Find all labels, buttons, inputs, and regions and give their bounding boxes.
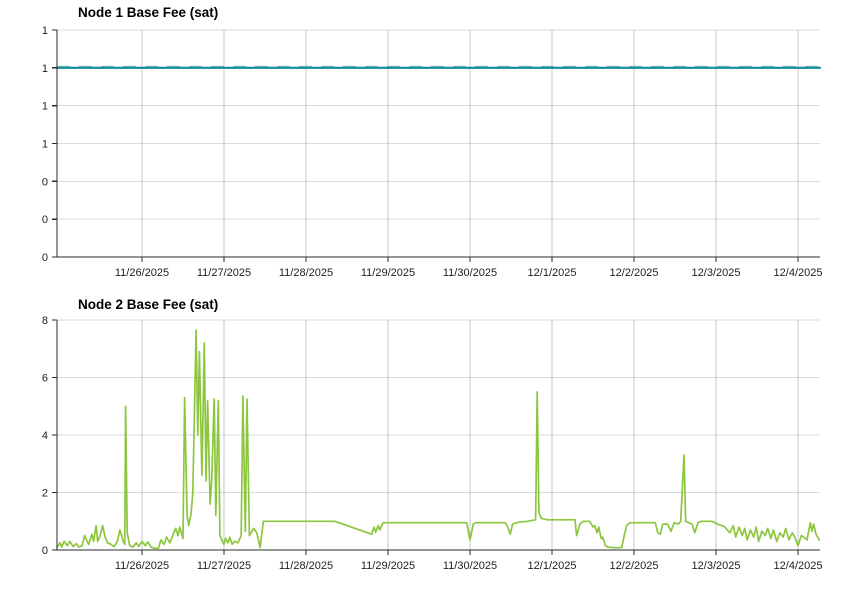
y-tick-label: 0 <box>42 214 48 226</box>
y-tick-label: 1 <box>42 63 48 75</box>
x-tick-label: 11/27/2025 <box>197 560 251 572</box>
node2-base-fee-line <box>56 329 821 550</box>
node1-chart-title: Node 1 Base Fee (sat) <box>78 5 219 20</box>
x-tick-label: 11/26/2025 <box>115 560 169 572</box>
x-tick-label: 12/2/2025 <box>610 267 659 279</box>
y-tick-label: 0 <box>42 176 48 188</box>
y-tick-label: 2 <box>42 488 48 500</box>
node2-chart-title: Node 2 Base Fee (sat) <box>78 297 219 312</box>
x-tick-label: 11/30/2025 <box>443 267 497 279</box>
x-tick-label: 11/28/2025 <box>279 267 333 279</box>
x-tick-label: 11/28/2025 <box>279 560 333 572</box>
chart-2-plot: 8 6 4 2 0 11/26/2025 11/27/2025 11/28/2025 11/29… <box>42 315 823 572</box>
y-tick-label: 1 <box>42 139 48 151</box>
y-tick-label: 4 <box>42 430 48 442</box>
x-tick-label: 11/27/2025 <box>197 267 251 279</box>
x-tick-label: 11/30/2025 <box>443 560 497 572</box>
x-tick-label: 12/1/2025 <box>528 560 577 572</box>
x-tick-label: 12/4/2025 <box>774 267 823 279</box>
y-tick-label: 0 <box>42 252 48 264</box>
y-tick-label: 1 <box>42 101 48 113</box>
x-tick-label: 12/3/2025 <box>692 560 741 572</box>
x-tick-label: 11/26/2025 <box>115 267 169 279</box>
y-tick-label: 6 <box>42 373 48 385</box>
y-tick-label: 8 <box>42 315 48 327</box>
x-tick-label: 11/29/2025 <box>361 267 415 279</box>
x-tick-label: 12/4/2025 <box>774 560 823 572</box>
y-tick-label: 1 <box>42 25 48 37</box>
y-tick-label: 0 <box>42 545 48 557</box>
x-tick-label: 12/1/2025 <box>528 267 577 279</box>
chart-1-plot: 1 1 1 1 0 0 0 11/26/2025 11/27/2025 11/28/2025 11/… <box>42 25 823 279</box>
x-tick-label: 12/2/2025 <box>610 560 659 572</box>
x-tick-label: 11/29/2025 <box>361 560 415 572</box>
x-tick-label: 12/3/2025 <box>692 267 741 279</box>
